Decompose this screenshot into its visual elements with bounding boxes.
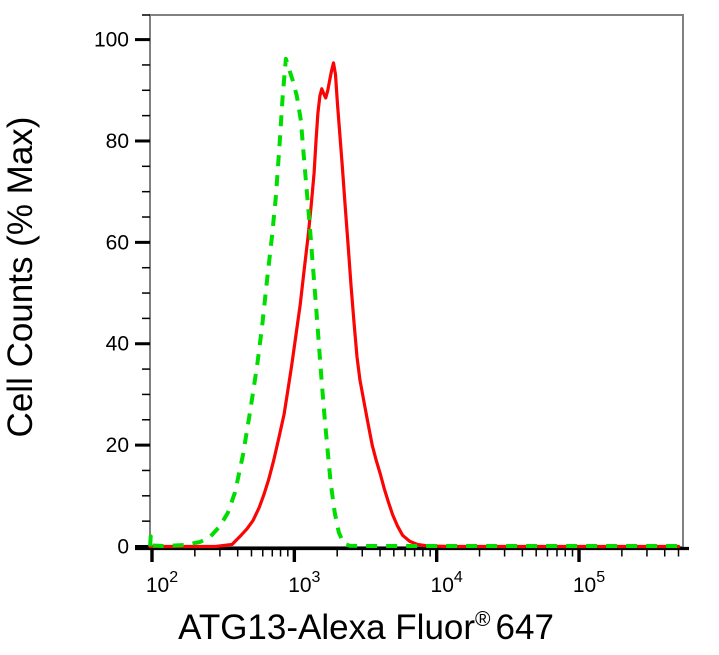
y-tick-label: 0 (117, 536, 129, 559)
x-tick-label: 105 (573, 569, 605, 597)
x-tick-label: 104 (431, 569, 463, 597)
y-tick-label: 60 (106, 231, 129, 254)
x-tick-label: 102 (146, 569, 178, 597)
y-tick-label: 100 (94, 29, 129, 52)
green-control-curve (148, 56, 679, 548)
x-axis-tick-labels: 102 103 104 105 (146, 569, 605, 597)
y-axis-tick-labels: 0 20 40 60 80 100 (94, 29, 129, 559)
y-tick-label: 80 (106, 130, 129, 153)
x-axis-title: ATG13-Alexa Fluor® 647 (178, 608, 554, 647)
registered-trademark-icon: ® (475, 608, 491, 631)
x-tick-label: 103 (288, 569, 320, 597)
y-axis-ticks (135, 14, 150, 548)
y-tick-label: 40 (106, 333, 129, 356)
y-tick-label: 20 (106, 434, 129, 457)
y-axis-title: Cell Counts (% Max) (1, 117, 40, 438)
x-axis-title-main: ATG13-Alexa Fluor (178, 608, 475, 647)
x-axis-title-suffix: 647 (496, 608, 554, 647)
plot-area-box (149, 14, 684, 548)
red-sample-curve (148, 61, 681, 549)
